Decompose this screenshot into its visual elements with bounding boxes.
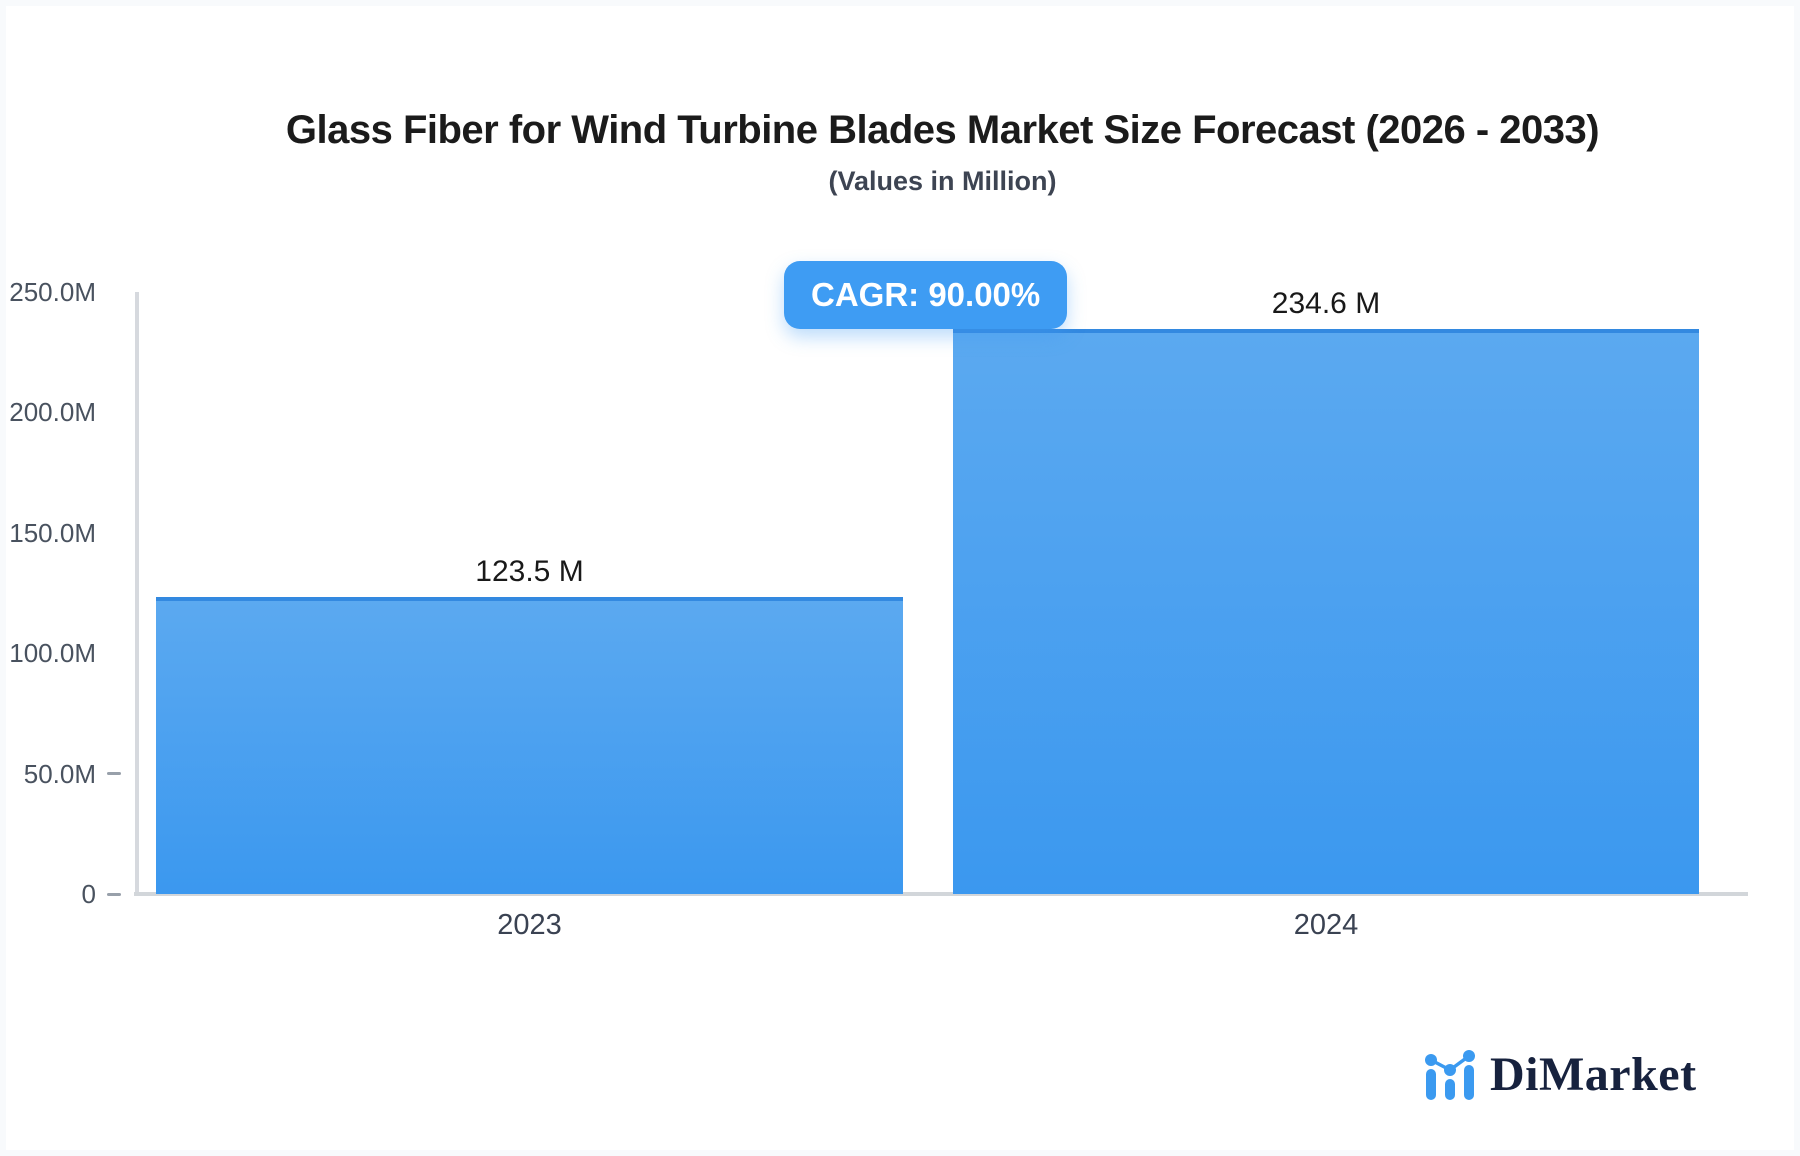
y-tick-label: 200.0M: [9, 397, 96, 428]
y-tick-label: 250.0M: [9, 277, 96, 307]
chart-header: Glass Fiber for Wind Turbine Blades Mark…: [137, 106, 1748, 199]
y-tick-label: 100.0M: [9, 638, 96, 669]
chart-title: Glass Fiber for Wind Turbine Blades Mark…: [285, 108, 1600, 152]
x-axis-category-label: 2024: [1293, 909, 1359, 941]
brand-logo: DiMarket: [1424, 1048, 1697, 1100]
bar-2023[interactable]: [156, 597, 903, 894]
dimarket-logo-icon: [1425, 1050, 1475, 1100]
chart-subtitle: (Values in Million): [828, 166, 1057, 196]
y-tick-label: 50.0M: [23, 758, 96, 789]
y-tick-label: 150.0M: [9, 517, 96, 548]
x-axis-baseline: [134, 892, 1748, 896]
x-axis-category-label: 2023: [497, 909, 562, 941]
y-tick-mark: [107, 772, 121, 776]
y-tick-mark: [107, 892, 121, 896]
plot-area: 250.0M 200.0M 150.0M 100.0M 50.0M 0 123.5 M 20…: [6, 6, 1794, 1150]
bar-value-label: 234.6 M: [1271, 287, 1381, 320]
chart-card: Glass Fiber for Wind Turbine Blades Mark…: [6, 6, 1794, 1150]
brand-name: DiMarket: [1490, 1048, 1697, 1101]
bar-value-label: 123.5 M: [475, 555, 584, 588]
y-axis-line: [135, 292, 139, 894]
y-tick-label: 0: [81, 879, 96, 909]
bar-2024[interactable]: [953, 329, 1699, 894]
cagr-badge: CAGR: 90.00%: [784, 261, 1068, 329]
